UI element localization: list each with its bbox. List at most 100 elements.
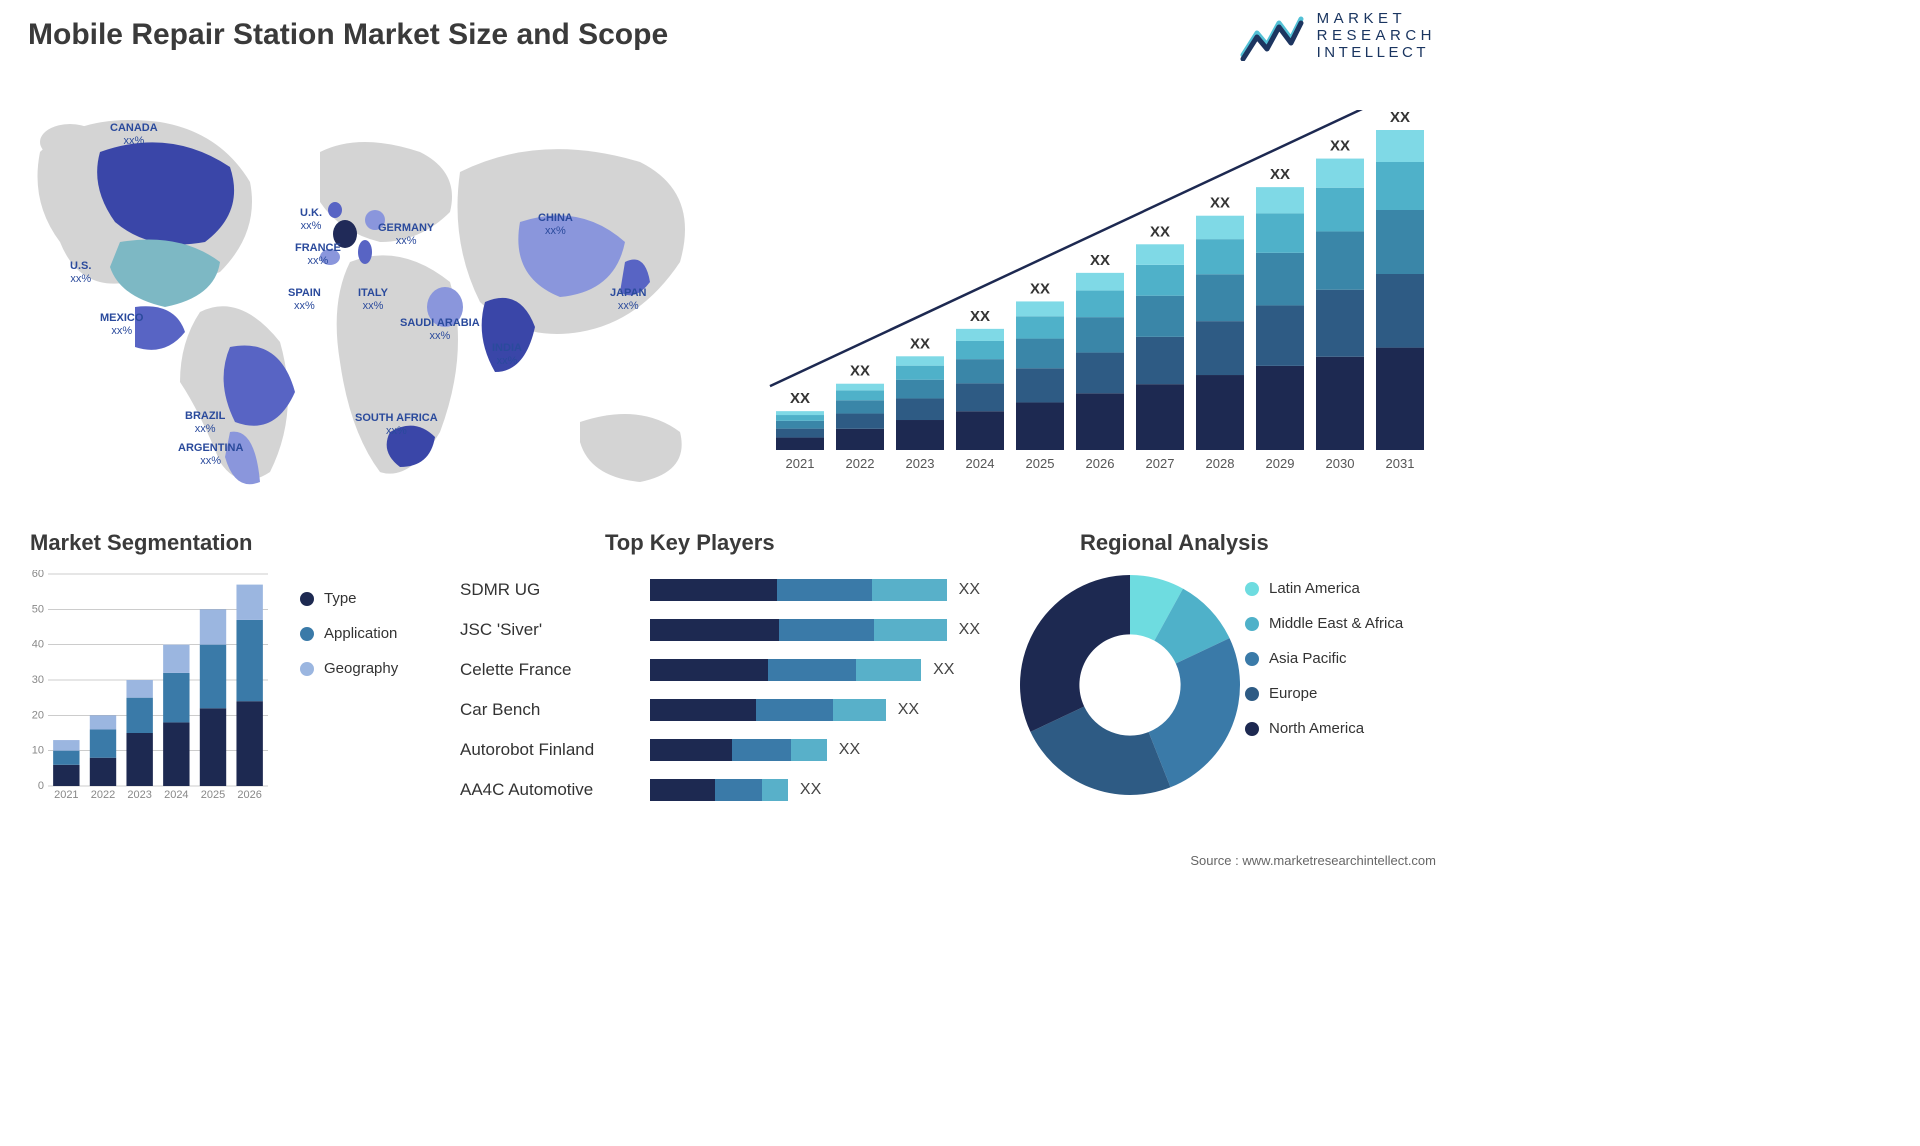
legend-item: Europe — [1245, 685, 1403, 702]
regional-donut-svg — [1010, 565, 1250, 805]
svg-text:2026: 2026 — [1086, 456, 1115, 471]
logo-line1: MARKET — [1317, 10, 1436, 27]
svg-text:XX: XX — [910, 335, 930, 352]
legend-item: North America — [1245, 720, 1403, 737]
legend-label: Europe — [1269, 685, 1317, 702]
player-value: XX — [800, 781, 821, 799]
player-label: Celette France — [460, 660, 650, 680]
segmentation-heading: Market Segmentation — [30, 530, 253, 556]
svg-text:2027: 2027 — [1146, 456, 1175, 471]
svg-text:2021: 2021 — [54, 789, 78, 801]
player-bar — [650, 619, 947, 641]
legend-swatch-icon — [1245, 617, 1259, 631]
regional-heading: Regional Analysis — [1080, 530, 1269, 556]
players-chart: SDMR UGXXJSC 'Siver'XXCelette FranceXXCa… — [460, 575, 980, 815]
svg-text:2030: 2030 — [1326, 456, 1355, 471]
legend-label: Geography — [324, 660, 398, 677]
map-region-italy — [358, 240, 372, 264]
legend-item: Type — [300, 590, 398, 607]
svg-text:XX: XX — [790, 390, 810, 407]
svg-text:XX: XX — [1390, 110, 1410, 126]
player-value: XX — [839, 741, 860, 759]
player-row: Celette France XX — [460, 655, 980, 685]
svg-text:XX: XX — [1150, 223, 1170, 240]
forecast-chart: XX2021XX2022XX2023XX2024XX2025XX2026XX20… — [760, 110, 1440, 490]
svg-text:2031: 2031 — [1386, 456, 1415, 471]
map-label: ARGENTINAxx% — [178, 442, 243, 468]
svg-text:XX: XX — [850, 363, 870, 380]
world-map: CANADAxx%U.S.xx%MEXICOxx%BRAZILxx%ARGENT… — [20, 92, 740, 502]
player-bar — [650, 739, 827, 761]
segmentation-legend: Type Application Geography — [300, 590, 398, 677]
player-row: JSC 'Siver'XX — [460, 615, 980, 645]
legend-swatch-icon — [1245, 652, 1259, 666]
svg-text:XX: XX — [1090, 252, 1110, 269]
legend-item: Application — [300, 625, 398, 642]
logo-line2: RESEARCH — [1317, 27, 1436, 44]
map-region-uk — [328, 202, 342, 218]
map-label: ITALYxx% — [358, 287, 388, 313]
svg-text:XX: XX — [1030, 280, 1050, 297]
svg-text:60: 60 — [32, 570, 44, 580]
svg-text:2021: 2021 — [786, 456, 815, 471]
page-title: Mobile Repair Station Market Size and Sc… — [28, 18, 668, 52]
map-label: INDIAxx% — [492, 342, 522, 368]
svg-text:30: 30 — [32, 674, 44, 686]
svg-text:2023: 2023 — [127, 789, 151, 801]
svg-text:2025: 2025 — [1026, 456, 1055, 471]
legend-label: North America — [1269, 720, 1364, 737]
legend-label: Application — [324, 625, 397, 642]
svg-text:XX: XX — [970, 308, 990, 325]
svg-text:2022: 2022 — [91, 789, 115, 801]
svg-text:2025: 2025 — [201, 789, 225, 801]
svg-text:2028: 2028 — [1206, 456, 1235, 471]
legend-label: Type — [324, 590, 357, 607]
legend-swatch-icon — [1245, 687, 1259, 701]
svg-text:50: 50 — [32, 603, 44, 615]
player-bar — [650, 779, 788, 801]
player-label: JSC 'Siver' — [460, 620, 650, 640]
player-label: SDMR UG — [460, 580, 650, 600]
map-label: SAUDI ARABIAxx% — [400, 317, 480, 343]
map-label: JAPANxx% — [610, 287, 646, 313]
player-value: XX — [933, 661, 954, 679]
player-label: AA4C Automotive — [460, 780, 650, 800]
regional-donut — [1010, 565, 1250, 805]
svg-text:2024: 2024 — [966, 456, 995, 471]
legend-item: Middle East & Africa — [1245, 615, 1403, 632]
legend-swatch-icon — [300, 627, 314, 641]
legend-label: Asia Pacific — [1269, 650, 1347, 667]
legend-item: Asia Pacific — [1245, 650, 1403, 667]
svg-text:20: 20 — [32, 709, 44, 721]
svg-text:2022: 2022 — [846, 456, 875, 471]
legend-swatch-icon — [1245, 722, 1259, 736]
forecast-chart-svg: XX2021XX2022XX2023XX2024XX2025XX2026XX20… — [760, 110, 1440, 490]
svg-text:40: 40 — [32, 639, 44, 651]
svg-text:XX: XX — [1270, 166, 1290, 183]
map-label: CHINAxx% — [538, 212, 573, 238]
player-bar — [650, 659, 921, 681]
segmentation-chart-svg: 0102030405060202120222023202420252026 — [28, 570, 288, 830]
svg-text:2029: 2029 — [1266, 456, 1295, 471]
map-label: FRANCExx% — [295, 242, 341, 268]
logo-mark-icon — [1239, 11, 1305, 61]
legend-item: Latin America — [1245, 580, 1403, 597]
map-label: SOUTH AFRICAxx% — [355, 412, 438, 438]
map-label: BRAZILxx% — [185, 410, 225, 436]
svg-text:0: 0 — [38, 780, 44, 792]
legend-swatch-icon — [300, 592, 314, 606]
svg-text:10: 10 — [32, 745, 44, 757]
svg-text:2024: 2024 — [164, 789, 188, 801]
legend-swatch-icon — [300, 662, 314, 676]
map-label: U.K.xx% — [300, 207, 322, 233]
map-label: SPAINxx% — [288, 287, 321, 313]
brand-logo: MARKET RESEARCH INTELLECT — [1239, 10, 1436, 61]
legend-swatch-icon — [1245, 582, 1259, 596]
map-label: MEXICOxx% — [100, 312, 143, 338]
map-label: GERMANYxx% — [378, 222, 434, 248]
source-attribution: Source : www.marketresearchintellect.com — [1190, 853, 1436, 868]
player-row: AA4C Automotive XX — [460, 775, 980, 805]
player-bar — [650, 579, 947, 601]
player-value: XX — [959, 581, 980, 599]
player-label: Autorobot Finland — [460, 740, 650, 760]
